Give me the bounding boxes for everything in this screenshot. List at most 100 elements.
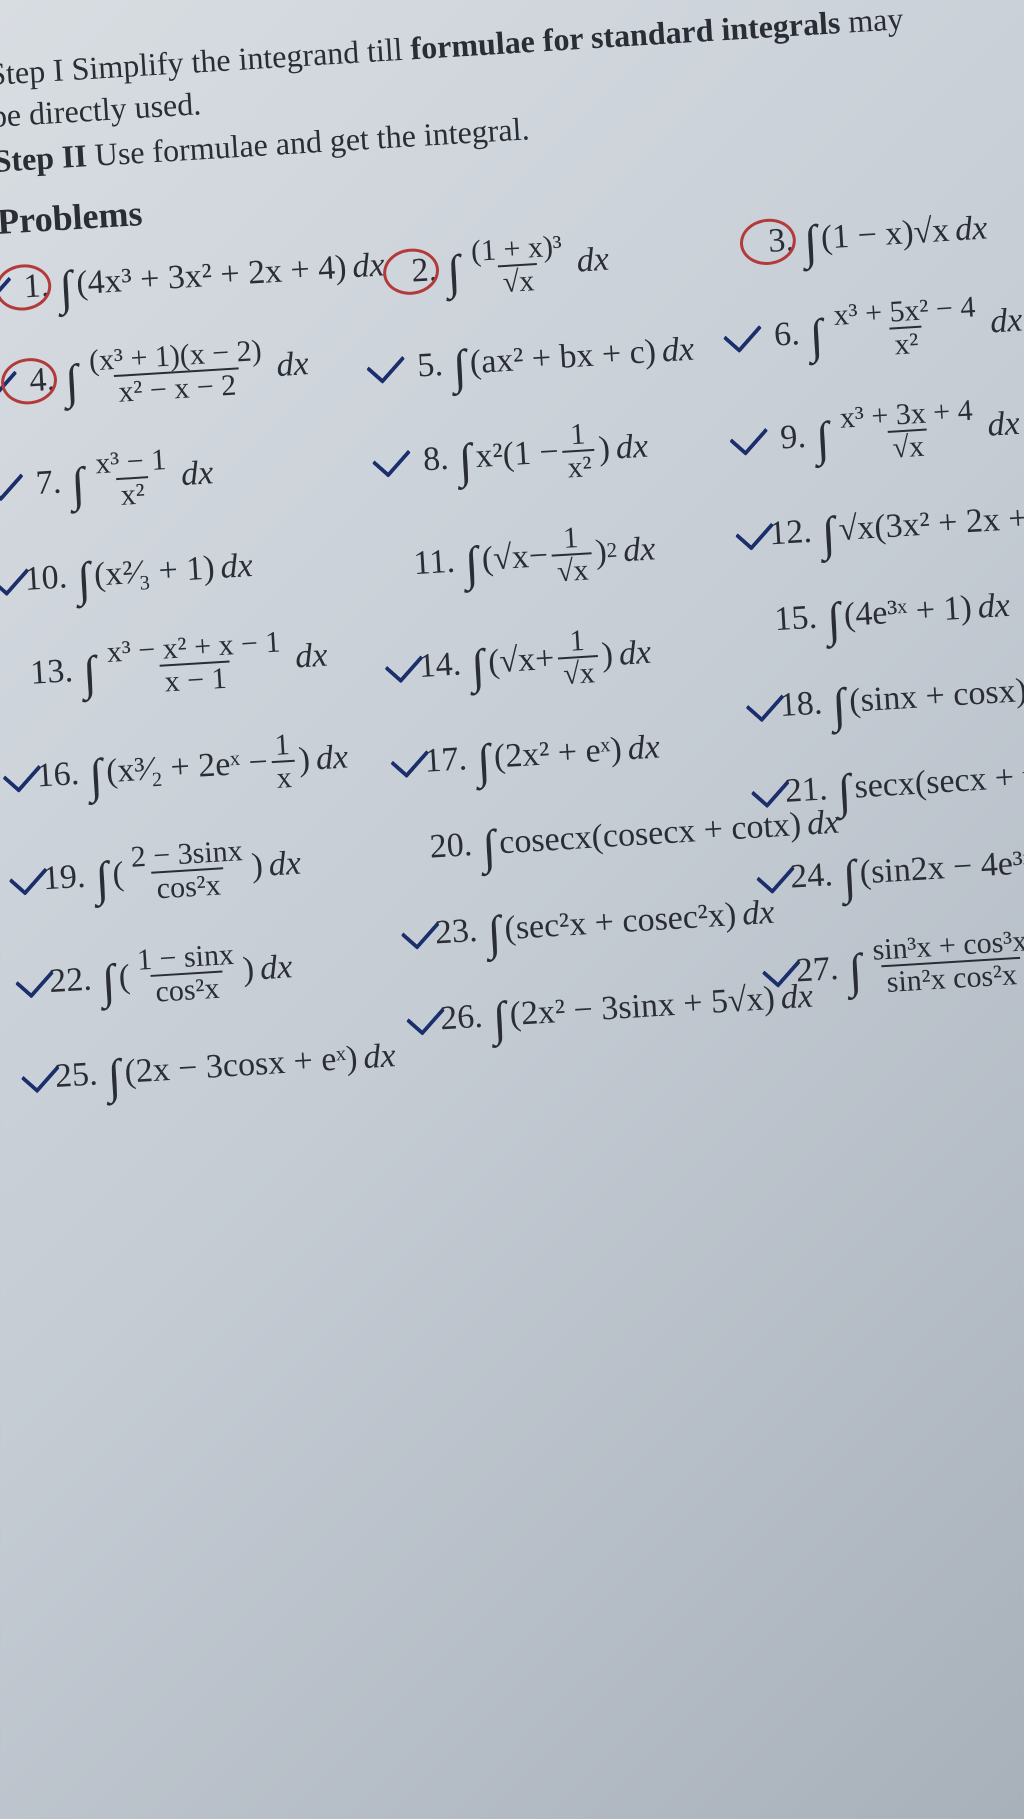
expr-16-top: 1 (270, 729, 295, 762)
expr-16-bot: x (272, 760, 297, 795)
problem-26: 26. ∫ (2x² − 3sinx + 5√x) dx (433, 975, 765, 1043)
problem-number-18: 18. (773, 686, 823, 723)
expr-20: cosecx(cosecx + cotx) (498, 808, 802, 860)
integral-sign: ∫ (100, 958, 116, 1007)
problem-number-1: 1. (0, 269, 50, 306)
integral-sign: ∫ (815, 416, 831, 465)
problem-3: 3. ∫ (1 − x)√x dx (744, 200, 1024, 267)
expr-15: (4e³ˣ + 1) (843, 591, 973, 633)
dx: dx (259, 951, 293, 987)
integral-sign: ∫ (94, 856, 110, 905)
expr-6-top: x³ + 5x² − 4 (829, 291, 980, 332)
dx: dx (576, 243, 610, 279)
expr-10: (x²⁄₃ + 1) (93, 551, 215, 592)
dx: dx (661, 332, 695, 368)
integral-sign: ∫ (836, 768, 852, 817)
integral-sign: ∫ (64, 359, 80, 408)
expr-8a: x² (475, 439, 504, 475)
expr-12b: (3x² + 2x + 3) (873, 499, 1024, 545)
integral-sign: ∫ (470, 643, 486, 692)
problem-10: 10. ∫ (x²⁄₃ + 1) dx (18, 534, 380, 604)
problem-27: 27. ∫ sin³x + cos³x sin²x cos²x dx (789, 921, 1024, 1005)
expr-27-bot: sin²x cos²x (882, 957, 1022, 999)
problem-9: 9. ∫ x³ + 3x + 4 √x dx (756, 389, 1024, 473)
expr-24: (sin2x − 4e³ˣ) (859, 845, 1024, 890)
expr-19-frac: 2 − 3sinx cos²x (126, 835, 250, 907)
dx: dx (362, 1039, 396, 1075)
expr-3: (1 − x)√x (820, 214, 950, 256)
expr-25: (2x − 3cosx + eˣ) (124, 1041, 359, 1089)
problem-number-3: 3. (745, 223, 795, 260)
problem-1: 1. ∫ (4x³ + 3x² + 2x + 4) dx (0, 243, 362, 313)
problem-8: 8. ∫ x² (1 − 1 x² ) dx (399, 409, 732, 494)
problem-number-8: 8. (400, 442, 450, 479)
expr-13-bot: x − 1 (160, 661, 232, 699)
dx: dx (315, 741, 349, 777)
problem-number-25: 25. (49, 1057, 99, 1094)
problem-16: 16. ∫ (x³⁄₂ + 2eˣ − 1 x ) dx (29, 723, 392, 810)
dx: dx (741, 896, 775, 932)
integral-sign: ∫ (82, 650, 98, 699)
expr-16a: x³⁄₂ + 2eˣ − (116, 746, 268, 789)
dx: dx (351, 248, 385, 284)
expr-2-bot: √x (498, 263, 539, 299)
problem-18: 18. ∫ (sinx + cosx) dx (773, 663, 1024, 730)
column-3: 3. ∫ (1 − x)√x dx 6. ∫ x³ + 5x² − 4 x² d… (744, 200, 1024, 1004)
expr-4-frac: (x³ + 1)(x − 2) x² − x − 2 (84, 335, 268, 411)
expr-17: (2x² + eˣ) (493, 733, 623, 775)
problem-6: 6. ∫ x³ + 5x² − 4 x² dx (750, 286, 1024, 370)
problem-number-5: 5. (394, 348, 444, 385)
problem-number-11: 11. (406, 545, 456, 582)
dx: dx (989, 304, 1023, 340)
problem-12: 12. ∫ √x (3x² + 2x + 3) (762, 492, 1024, 559)
dx: dx (294, 639, 328, 675)
integral-sign: ∫ (491, 995, 507, 1044)
integral-sign: ∫ (847, 948, 863, 997)
integral-sign: ∫ (486, 909, 502, 958)
problem-number-20: 20. (423, 828, 473, 865)
expr-23: (sec²x + cosec²x) (503, 898, 737, 946)
integral-sign: ∫ (803, 219, 819, 268)
expr-11-bot: √x (552, 553, 593, 589)
expr-2-top: (1 + x)³ (466, 230, 567, 267)
integral-sign: ∫ (841, 854, 857, 903)
problem-columns: 1. ∫ (4x³ + 3x² + 2x + 4) dx 4. ∫ (x³ + … (0, 206, 1003, 1101)
expr-9-bot: √x (888, 429, 929, 465)
expr-19-bot: cos²x (152, 868, 226, 906)
dx: dx (219, 549, 253, 585)
problem-22: 22. ∫ ( 1 − sinx cos²x ) dx (42, 928, 405, 1015)
expr-11a: √x (492, 540, 530, 576)
integral-sign: ∫ (446, 249, 462, 298)
integral-sign: ∫ (88, 753, 104, 802)
problem-20: 20. ∫ cosecx(cosecx + cotx) dx (423, 804, 755, 872)
integral-sign: ∫ (831, 682, 847, 731)
expr-14a: √x (499, 643, 537, 679)
step2-prefix: Step II (0, 138, 88, 180)
integral-sign: ∫ (476, 738, 492, 787)
expr-14-frac: 1 √x (556, 624, 599, 691)
problem-13: 13. ∫ x³ − x² + x − 1 x − 1 dx (23, 620, 386, 707)
expr-9-top: x³ + 3x + 4 (835, 394, 978, 434)
expr-4-bot: x² − x − 2 (113, 368, 241, 409)
expr-6-bot: x² (889, 326, 923, 361)
dx: dx (627, 730, 661, 766)
page: Step I Simplify the integrand till formu… (0, 0, 1024, 1819)
integral-sign: ∫ (58, 264, 74, 313)
expr-27-frac: sin³x + cos³x sin²x cos²x (868, 925, 1024, 1000)
dx: dx (180, 456, 214, 492)
problem-14: 14. ∫ (√x + 1 √x ) dx (411, 615, 744, 700)
problem-15: 15. ∫ (4e³ˣ + 1) dx (768, 577, 1024, 644)
integral-sign: ∫ (820, 510, 836, 559)
dx: dx (622, 533, 656, 569)
expr-7-top: x³ − 1 (90, 444, 171, 480)
step1-bold: formulae for standard integrals (409, 4, 841, 66)
expr-9-frac: x³ + 3x + 4 √x (835, 394, 980, 467)
problem-24: 24. ∫ (sin2x − 4e³ˣ) dx (783, 835, 1024, 902)
expr-14-top: 1 (565, 624, 590, 657)
problem-17: 17. ∫ (2x² + eˣ) dx (418, 718, 750, 786)
expr-7-frac: x³ − 1 x² (90, 444, 173, 514)
expr-11-top: 1 (558, 522, 583, 555)
integral-sign: ∫ (452, 343, 468, 392)
problem-25: 25. ∫ (2x − 3cosx + eˣ) dx (48, 1031, 410, 1101)
problem-number-21: 21. (778, 772, 828, 809)
